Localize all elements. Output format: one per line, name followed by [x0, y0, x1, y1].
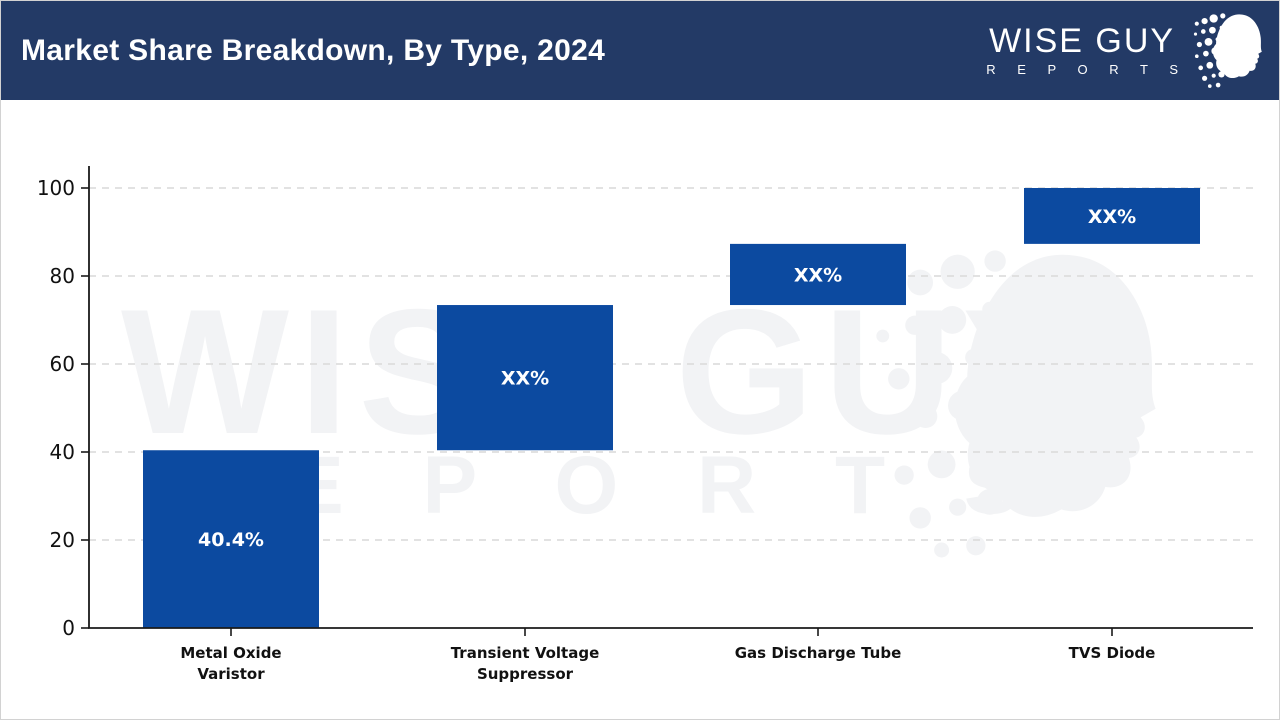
watermark-head-icon [876, 250, 1156, 558]
page-title: Market Share Breakdown, By Type, 2024 [21, 33, 606, 67]
head-dot [995, 346, 1006, 358]
head-dot [1211, 46, 1219, 55]
logo-subtitle: R E P O R T S [986, 62, 1187, 77]
head-dot [1227, 20, 1231, 24]
waterfall-bar [437, 305, 613, 451]
head-dot [984, 250, 1006, 272]
head-dot [1194, 53, 1199, 58]
head-dot [920, 352, 953, 385]
waterfall-bar [730, 243, 906, 306]
head-dot [894, 465, 914, 485]
y-tick-label: 100 [37, 176, 75, 200]
head-dot [1207, 83, 1212, 88]
head-silhouette [954, 254, 1156, 517]
logo-wordmark: WISE GUY [989, 22, 1176, 60]
head-dot [1201, 17, 1208, 24]
head-dot [1218, 70, 1225, 78]
header: Market Share Breakdown, By Type, 2024 WI… [1, 1, 1279, 100]
head-dot [1222, 36, 1226, 39]
logo-text: WISE GUY R E P O R T S [977, 24, 1187, 77]
head-dot [1211, 73, 1216, 78]
head-dot [1198, 65, 1204, 70]
head-dot [1202, 75, 1208, 81]
head-dot [1209, 26, 1216, 34]
waterfall-bar [1024, 188, 1200, 244]
head-dot [927, 450, 956, 479]
head-silhouette [1212, 13, 1262, 78]
x-category-label: TVS Diode [1069, 644, 1156, 662]
watermark-line1: WISE GUY [121, 272, 1091, 471]
bar-value-label: XX% [501, 368, 549, 390]
head-dot [876, 329, 890, 343]
waterfall-chart: 40.4% XX% XX% XX% 0 20 40 60 80 100 Metal Oxide Var… [37, 166, 1253, 683]
head-dot [1220, 12, 1226, 18]
watermark-line2: R E P O R T S [151, 440, 1047, 531]
waterfall-bar [143, 450, 319, 628]
head-dot [1206, 61, 1214, 69]
head-dot [1215, 82, 1221, 87]
head-dot [965, 348, 983, 366]
head-dot [934, 542, 950, 558]
x-category-label: Transient Voltage Suppressor [451, 644, 600, 683]
head-dot [1215, 36, 1220, 41]
head-dot [966, 536, 986, 556]
y-tick-label: 0 [62, 616, 75, 640]
head-dot [907, 269, 934, 296]
head-dot [1196, 41, 1202, 47]
head-dot [1209, 13, 1218, 23]
head-dot [1193, 32, 1198, 36]
head-dot [879, 284, 897, 302]
chart-area: WISE GUY R E P O R T S 40.4% XX% XX% XX% 0 20… [1, 100, 1279, 719]
head-dot [940, 254, 975, 289]
head-dot [976, 489, 1003, 515]
head-dot [913, 404, 938, 429]
head-dot [1194, 21, 1199, 26]
wise-guy-logo: WISE GUY R E P O R T S [977, 1, 1267, 100]
head-dot [949, 498, 967, 516]
head-dot [988, 393, 1002, 407]
x-category-label: Gas Discharge Tube [735, 644, 902, 662]
bar-value-label: XX% [794, 264, 842, 286]
head-dot [1221, 47, 1225, 51]
head-dot [1015, 281, 1029, 295]
watermark: WISE GUY R E P O R T S [121, 250, 1156, 558]
head-dot [880, 419, 896, 435]
head-dot [971, 446, 987, 462]
head-dot [1217, 60, 1221, 65]
head-dot [1219, 25, 1224, 29]
head-dot [1204, 37, 1213, 46]
y-tick-label: 20 [50, 528, 75, 552]
y-tick-label: 40 [50, 440, 75, 464]
y-tick-label: 80 [50, 264, 75, 288]
bar-value-label: XX% [1088, 206, 1136, 228]
head-dot [1203, 50, 1209, 56]
head-dot [909, 507, 931, 529]
bar-value-label: 40.4% [198, 529, 264, 551]
head-dot [1200, 28, 1206, 34]
logo-head-icon [1193, 12, 1262, 88]
head-dot [905, 315, 925, 335]
y-tick-label: 60 [50, 352, 75, 376]
x-category-label: Metal Oxide Varistor [180, 644, 281, 683]
head-dot [938, 306, 967, 334]
head-dot [948, 390, 978, 421]
head-dot [888, 368, 910, 390]
head-dot [982, 301, 998, 317]
